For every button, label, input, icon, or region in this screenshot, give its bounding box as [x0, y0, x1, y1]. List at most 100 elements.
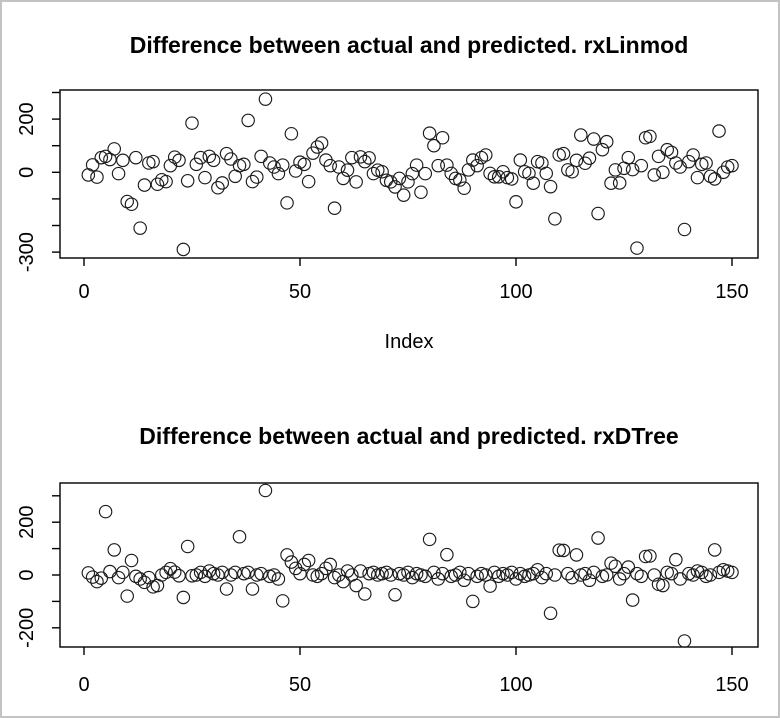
data-point: [185, 116, 199, 130]
data-point: [530, 562, 545, 577]
data-point: [582, 573, 597, 588]
data-point: [189, 568, 204, 582]
data-point: [634, 569, 649, 584]
data-point: [660, 142, 674, 157]
y-tick-label: -300: [16, 232, 38, 272]
data-point: [414, 185, 428, 200]
data-point: [513, 566, 528, 581]
x-tick-label: 150: [715, 281, 748, 303]
data-point: [453, 565, 467, 580]
data-point: [90, 170, 104, 184]
data-point: [578, 566, 592, 581]
data-point: [440, 547, 454, 562]
data-point: [638, 549, 653, 564]
data-point: [612, 176, 627, 190]
data-point: [366, 565, 381, 580]
data-point: [202, 149, 217, 164]
data-point: [314, 566, 329, 581]
data-point: [224, 152, 238, 166]
data-point: [599, 134, 614, 149]
data-point: [569, 153, 584, 168]
data-point: [466, 153, 480, 167]
data-point: [280, 548, 294, 562]
data-point: [561, 566, 575, 581]
data-point: [314, 136, 329, 150]
x-tick-label: 0: [78, 281, 89, 303]
rxlinmod-plot: 0 50 100 150 200 0 -300: [16, 89, 759, 303]
data-point: [301, 174, 316, 189]
data-point: [427, 138, 441, 153]
data-point: [150, 177, 165, 192]
data-point: [310, 569, 325, 584]
data-point: [193, 565, 208, 580]
data-point: [349, 175, 363, 189]
data-point: [712, 124, 726, 138]
x-tick-label: 150: [715, 674, 748, 696]
data-point: [509, 195, 523, 209]
data-point: [453, 173, 467, 187]
data-point: [586, 132, 601, 146]
data-point: [349, 578, 363, 593]
data-point: [254, 149, 268, 164]
data-point: [116, 153, 130, 168]
data-point: [232, 529, 247, 544]
data-point: [574, 128, 588, 142]
data-point: [504, 172, 519, 186]
data-point: [504, 565, 519, 580]
data-point: [237, 157, 251, 172]
data-point: [625, 162, 640, 177]
data-point: [271, 572, 286, 586]
data-point: [383, 568, 398, 582]
data-point: [725, 565, 739, 580]
data-point: [565, 164, 579, 179]
data-point: [319, 153, 333, 167]
data-point: [634, 158, 649, 173]
data-point: [336, 171, 350, 186]
data-point: [142, 570, 156, 585]
data-point: [288, 164, 303, 178]
data-point: [301, 553, 316, 568]
data-point: [176, 590, 191, 605]
y-tick-label: -200: [16, 608, 38, 648]
data-point: [107, 543, 122, 557]
data-point: [258, 92, 273, 106]
data-point: [327, 201, 342, 215]
data-point: [409, 158, 424, 172]
rxdtree-plot-title: Difference between actual and predicted.…: [139, 423, 678, 449]
data-point: [552, 543, 566, 557]
data-point: [284, 126, 299, 141]
data-point: [275, 158, 290, 172]
data-point: [154, 568, 169, 582]
data-point: [565, 570, 579, 585]
data-point: [427, 565, 441, 580]
data-point: [358, 587, 372, 601]
data-point: [595, 142, 610, 157]
data-point: [211, 180, 225, 195]
data-point: [440, 158, 454, 172]
data-point: [478, 148, 493, 162]
data-point: [81, 566, 96, 580]
data-point: [470, 158, 484, 173]
data-point: [643, 549, 657, 563]
data-point: [591, 531, 605, 545]
data-point: [180, 539, 195, 554]
data-point: [129, 569, 143, 584]
data-point: [630, 566, 644, 581]
data-point: [444, 166, 458, 181]
data-point: [405, 570, 420, 585]
data-point: [647, 568, 662, 582]
data-point: [262, 156, 277, 170]
data-point: [120, 194, 134, 209]
data-point: [267, 568, 281, 582]
data-point: [85, 570, 100, 584]
data-point: [271, 166, 286, 181]
data-point: [457, 573, 471, 588]
data-point: [716, 165, 731, 180]
data-point: [656, 165, 670, 180]
data-point: [250, 170, 264, 184]
data-point: [353, 564, 368, 578]
data-point: [319, 561, 333, 576]
plot-box: [59, 89, 759, 259]
data-point: [651, 149, 666, 164]
rxdtree-plot: 0 50 100 150 200 0 -200: [16, 482, 759, 696]
